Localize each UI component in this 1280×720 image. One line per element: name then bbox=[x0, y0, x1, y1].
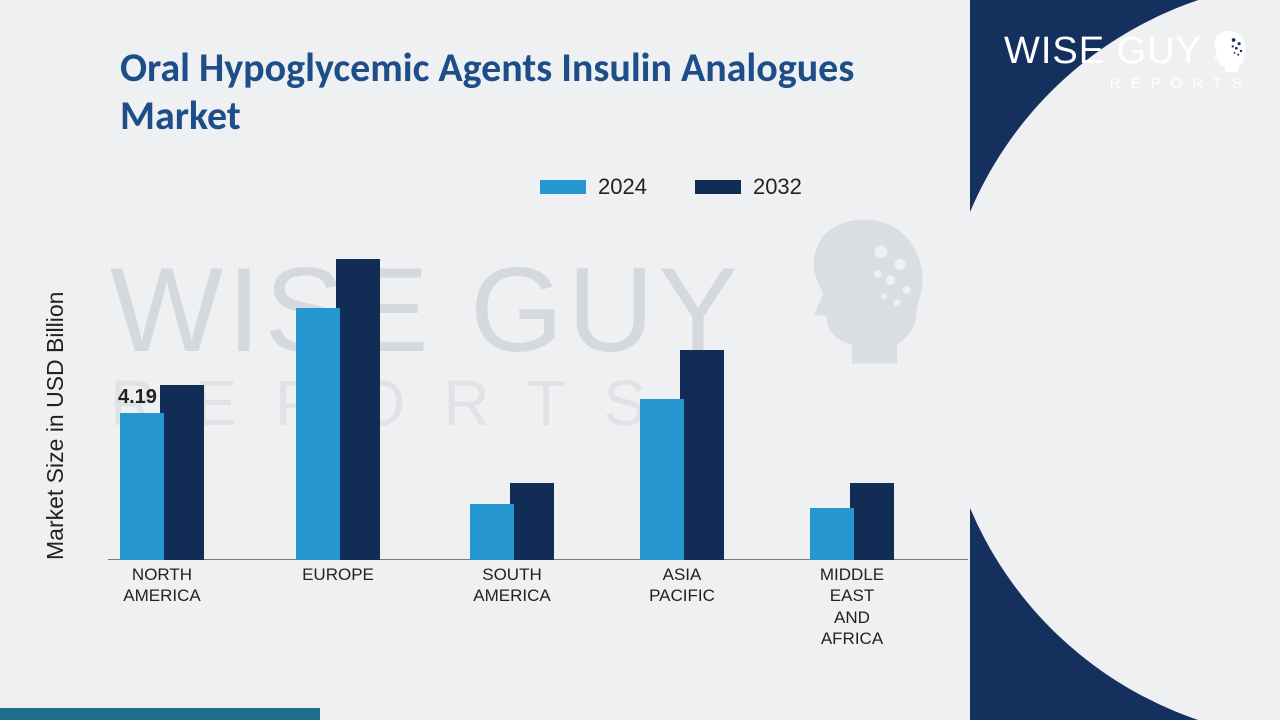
legend-item-2024: 2024 bbox=[540, 174, 647, 200]
category-label: NORTHAMERICA bbox=[102, 564, 222, 607]
legend-item-2032: 2032 bbox=[695, 174, 802, 200]
category-label: SOUTHAMERICA bbox=[452, 564, 572, 607]
data-label: 4.19 bbox=[118, 386, 157, 409]
category-label: MIDDLEEASTANDAFRICA bbox=[792, 564, 912, 649]
brand-name-top: WISE GUY bbox=[1004, 32, 1202, 70]
bar bbox=[120, 413, 164, 560]
bar bbox=[160, 385, 204, 560]
y-axis-label: Market Size in USD Billion bbox=[42, 292, 69, 560]
brand-logo: WISE GUY REPORTS bbox=[1004, 28, 1252, 91]
chart-title: Oral Hypoglycemic Agents Insulin Analogu… bbox=[120, 44, 880, 140]
category-label: EUROPE bbox=[278, 564, 398, 585]
bar bbox=[810, 508, 854, 561]
bar bbox=[336, 259, 380, 560]
legend-swatch-2032 bbox=[695, 180, 741, 194]
bar bbox=[510, 483, 554, 560]
bar bbox=[640, 399, 684, 560]
legend-swatch-2024 bbox=[540, 180, 586, 194]
brand-name-bottom: REPORTS bbox=[1004, 76, 1252, 91]
head-icon bbox=[1206, 28, 1252, 74]
bar bbox=[296, 308, 340, 560]
bar bbox=[850, 483, 894, 560]
bottom-stripe bbox=[0, 708, 320, 720]
bar bbox=[680, 350, 724, 560]
plot-area: 4.19 bbox=[108, 210, 968, 560]
legend-label-2032: 2032 bbox=[753, 174, 802, 200]
legend: 2024 2032 bbox=[540, 174, 802, 200]
category-label: ASIAPACIFIC bbox=[622, 564, 742, 607]
legend-label-2024: 2024 bbox=[598, 174, 647, 200]
bar bbox=[470, 504, 514, 560]
